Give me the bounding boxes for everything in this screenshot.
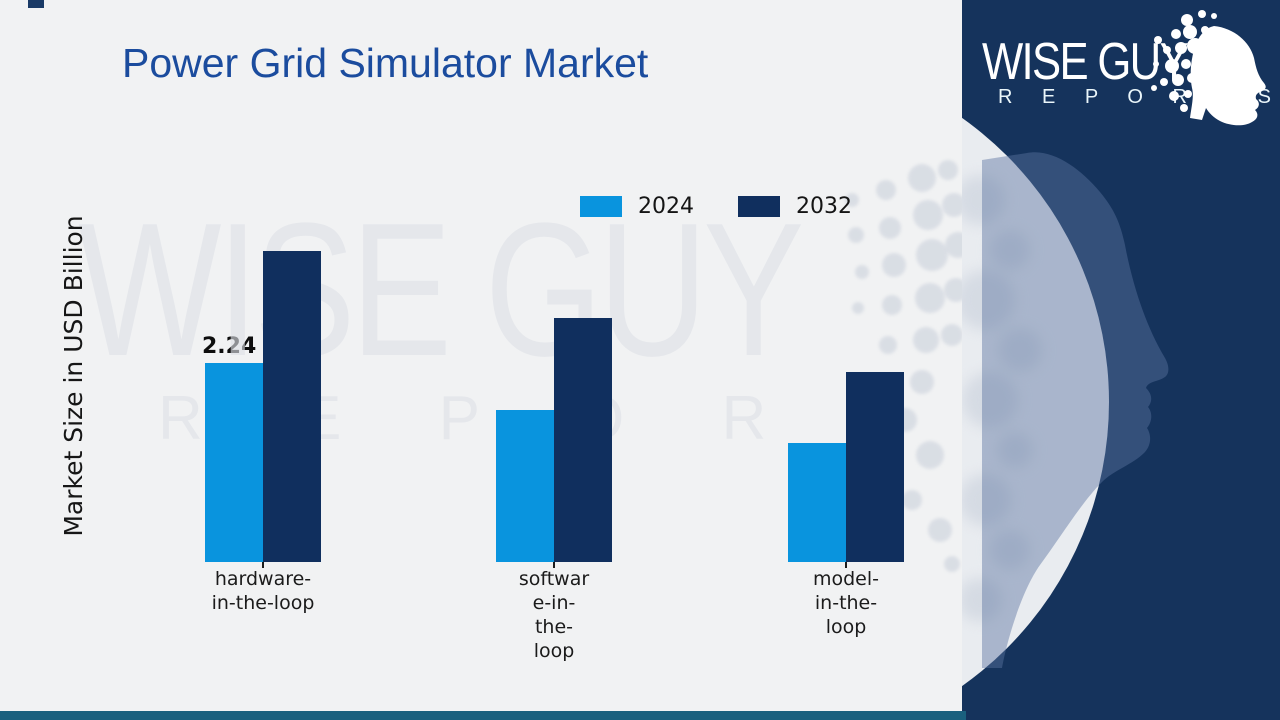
logo-dot bbox=[1163, 46, 1171, 54]
logo-dot bbox=[1160, 78, 1168, 86]
category-label-hardware-in-the-loop: hardware- in-the-loop bbox=[211, 568, 315, 614]
brain-dot bbox=[997, 432, 1033, 468]
decor-dot bbox=[916, 441, 944, 469]
watermark-wiseguy: WISE GUY bbox=[78, 184, 804, 396]
brain-dot bbox=[962, 270, 1015, 330]
decor-dot bbox=[913, 327, 939, 353]
decor-dot bbox=[876, 180, 896, 200]
brain-dot bbox=[962, 474, 1011, 526]
decor-dot bbox=[882, 295, 902, 315]
decor-dot bbox=[913, 200, 943, 230]
logo-dot bbox=[1153, 61, 1159, 67]
x-axis-tick bbox=[553, 562, 555, 568]
logo-dot bbox=[1184, 90, 1192, 98]
decor-dot bbox=[879, 217, 901, 239]
legend-label-2024: 2024 bbox=[638, 194, 694, 219]
logo-dot bbox=[1172, 74, 1184, 86]
logo-head-icon bbox=[1151, 10, 1266, 126]
brain-dot bbox=[998, 328, 1042, 372]
decor-dot bbox=[879, 336, 897, 354]
brain-dot bbox=[962, 372, 1018, 428]
y-axis-label: Market Size in USD Billion bbox=[59, 215, 88, 537]
category-label-model-in-the-loop: model- in-the- loop bbox=[812, 568, 880, 638]
bar-2032-software-in-the-loop bbox=[554, 317, 612, 562]
legend-label-2032: 2032 bbox=[796, 194, 852, 219]
face-silhouette-watermark bbox=[982, 152, 1169, 669]
legend-swatch-2032 bbox=[738, 196, 780, 217]
decor-dot bbox=[908, 164, 936, 192]
decor-dot bbox=[855, 265, 869, 279]
category-label-software-in-the-loop: softwar e-in- the- loop bbox=[518, 568, 590, 662]
bar-2024-model-in-the-loop bbox=[788, 443, 846, 562]
decor-dot bbox=[938, 160, 958, 180]
x-axis-tick bbox=[845, 562, 847, 568]
logo-dot bbox=[1181, 59, 1191, 69]
logo-dot bbox=[1175, 42, 1187, 54]
brand-panel: WISE GUY R E P O R T S bbox=[962, 0, 1280, 720]
x-axis-tick bbox=[262, 562, 264, 568]
decor-dot bbox=[902, 490, 922, 510]
bar-2032-model-in-the-loop bbox=[846, 372, 904, 562]
bottom-accent-strip bbox=[0, 711, 966, 720]
decor-dot bbox=[882, 253, 906, 277]
logo-dot bbox=[1181, 14, 1193, 26]
decor-dot bbox=[941, 324, 963, 346]
brain-dot bbox=[990, 230, 1030, 270]
decor-dot bbox=[852, 302, 864, 314]
logo-dot bbox=[1171, 29, 1181, 39]
logo-dot bbox=[1154, 36, 1162, 44]
bar-group-software-in-the-loop bbox=[496, 317, 612, 562]
bar-2024-hardware-in-the-loop bbox=[205, 363, 263, 562]
bar-2024-software-in-the-loop bbox=[496, 410, 554, 562]
logo-dot bbox=[1169, 91, 1179, 101]
logo-dot bbox=[1211, 13, 1217, 19]
logo-dot bbox=[1180, 104, 1188, 112]
logo-dot bbox=[1198, 10, 1206, 18]
logo-dot bbox=[1151, 85, 1157, 91]
bar-2032-hardware-in-the-loop bbox=[263, 251, 321, 562]
bar-group-hardware-in-the-loop bbox=[205, 251, 321, 562]
bar-group-model-in-the-loop bbox=[788, 372, 904, 562]
brain-dot bbox=[962, 175, 1005, 225]
brain-dot bbox=[962, 578, 1002, 622]
top-left-mark bbox=[28, 0, 44, 8]
decor-dot bbox=[915, 283, 945, 313]
decor-dot bbox=[928, 518, 952, 542]
logo-dot bbox=[1165, 59, 1179, 73]
logo-dot bbox=[1183, 25, 1197, 39]
bar-value-label: 2.24 bbox=[202, 334, 257, 360]
chart-legend: 2024 2032 bbox=[580, 194, 852, 219]
decor-dot bbox=[845, 193, 859, 207]
decor-dot bbox=[848, 227, 864, 243]
decor-dot bbox=[910, 370, 934, 394]
brain-dot bbox=[990, 530, 1030, 570]
legend-swatch-2024 bbox=[580, 196, 622, 217]
decor-dot bbox=[916, 239, 948, 271]
page-title: Power Grid Simulator Market bbox=[122, 40, 649, 86]
decor-dot bbox=[944, 556, 960, 572]
